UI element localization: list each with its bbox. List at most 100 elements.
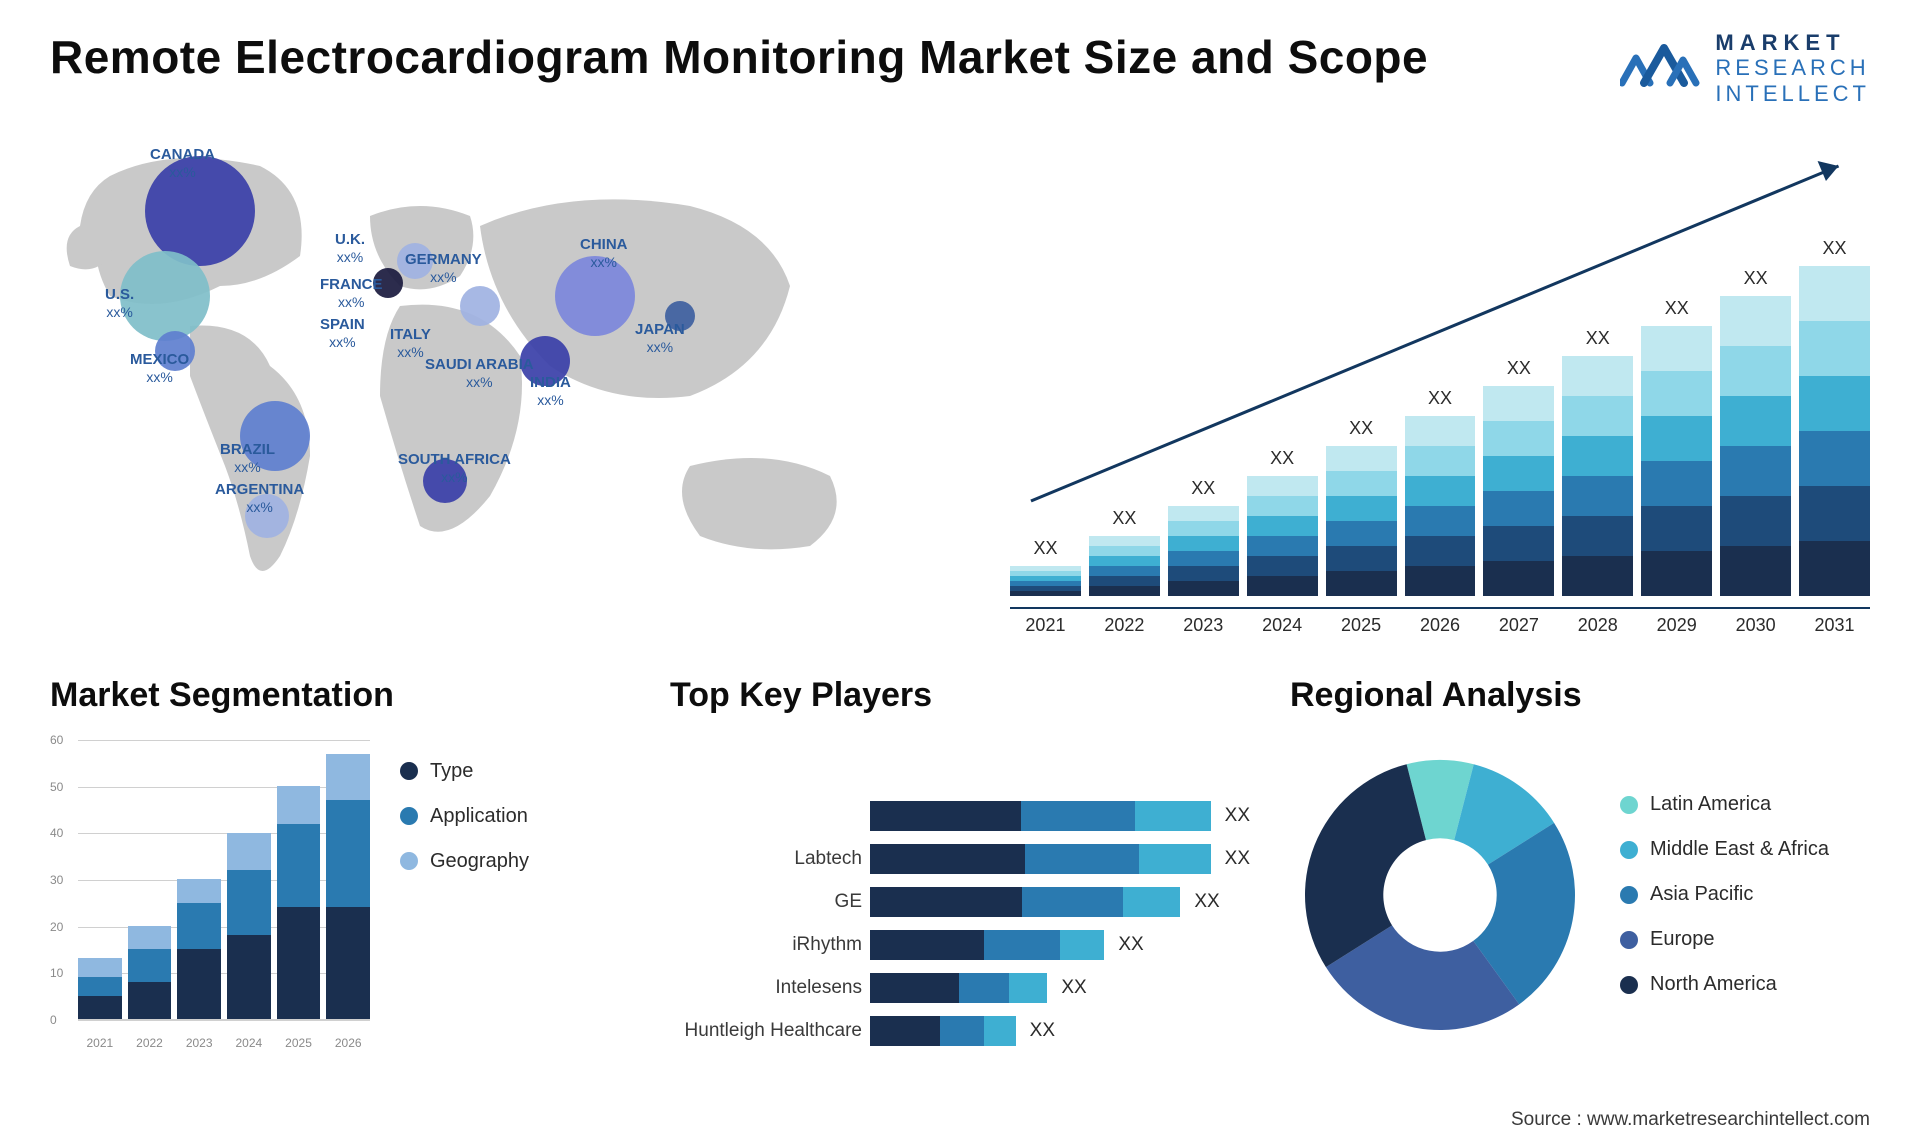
segmentation-title: Market Segmentation [50, 676, 630, 715]
segmentation-bar [177, 879, 221, 1019]
legend-item: Latin America [1620, 793, 1870, 816]
key-player-label: iRhythm [670, 930, 870, 960]
legend-item: North America [1620, 973, 1870, 996]
growth-xtick: 2022 [1089, 609, 1160, 636]
page-title: Remote Electrocardiogram Monitoring Mark… [50, 30, 1428, 84]
segmentation-xtick: 2026 [326, 1030, 370, 1050]
growth-bar-label: XX [1823, 238, 1847, 259]
key-players-labels: .LabtechGEiRhythmIntelesensHuntleigh Hea… [670, 740, 870, 1050]
growth-bar-label: XX [1428, 388, 1452, 409]
logo-text-line2: RESEARCH [1715, 55, 1870, 80]
key-players-chart: XX XX XX XX XX XX [870, 740, 1250, 1050]
growth-bar-label: XX [1270, 448, 1294, 469]
growth-bar: XX [1483, 386, 1554, 596]
growth-xtick: 2023 [1168, 609, 1239, 636]
key-player-value: XX [1225, 805, 1250, 827]
growth-bar: XX [1720, 296, 1791, 596]
legend-label: North America [1650, 973, 1777, 996]
growth-xtick: 2031 [1799, 609, 1870, 636]
key-player-row: XX [870, 973, 1250, 1003]
legend-item: Middle East & Africa [1620, 838, 1870, 861]
key-player-label: Intelesens [670, 973, 870, 1003]
donut-slice [1305, 764, 1426, 967]
map-country-label: U.S.xx% [105, 286, 134, 321]
growth-bar-label: XX [1586, 328, 1610, 349]
growth-xtick: 2027 [1483, 609, 1554, 636]
segmentation-bar [227, 833, 271, 1019]
growth-xtick: 2021 [1010, 609, 1081, 636]
legend-item: Application [400, 805, 630, 828]
segmentation-bar [326, 754, 370, 1019]
key-player-row: XX [870, 930, 1250, 960]
key-player-value: XX [1225, 848, 1250, 870]
segmentation-ytick: 10 [50, 966, 63, 980]
growth-xtick: 2029 [1641, 609, 1712, 636]
growth-bar-label: XX [1112, 508, 1136, 529]
segmentation-chart: 202120222023202420252026 0102030405060 [50, 740, 370, 1050]
segmentation-bar [78, 958, 122, 1018]
segmentation-bar [277, 786, 321, 1019]
legend-swatch-icon [1620, 841, 1638, 859]
brand-logo: MARKET RESEARCH INTELLECT [1620, 30, 1870, 106]
growth-bar: XX [1247, 476, 1318, 596]
logo-text-line3: INTELLECT [1715, 81, 1870, 106]
growth-bar-label: XX [1744, 268, 1768, 289]
growth-xtick: 2030 [1720, 609, 1791, 636]
growth-bar-label: XX [1349, 418, 1373, 439]
map-country-label: ARGENTINAxx% [215, 481, 304, 516]
key-players-panel: Top Key Players .LabtechGEiRhythmInteles… [670, 676, 1250, 1076]
legend-swatch-icon [1620, 931, 1638, 949]
key-player-value: XX [1194, 891, 1219, 913]
legend-label: Geography [430, 850, 529, 873]
key-players-title: Top Key Players [670, 676, 1250, 715]
growth-bar-label: XX [1033, 538, 1057, 559]
regional-donut-chart [1290, 745, 1590, 1045]
key-player-value: XX [1118, 934, 1143, 956]
growth-bar-label: XX [1665, 298, 1689, 319]
segmentation-panel: Market Segmentation 20212022202320242025… [50, 676, 630, 1076]
legend-item: Geography [400, 850, 630, 873]
map-country-label: FRANCExx% [320, 276, 383, 311]
regional-legend: Latin AmericaMiddle East & AfricaAsia Pa… [1620, 793, 1870, 996]
world-map-panel: CANADAxx%U.S.xx%MEXICOxx%BRAZILxx%ARGENT… [50, 136, 950, 636]
map-country-label: JAPANxx% [635, 321, 685, 356]
growth-bar: XX [1799, 266, 1870, 596]
legend-item: Type [400, 760, 630, 783]
growth-xtick: 2026 [1405, 609, 1476, 636]
logo-mark-icon [1620, 38, 1700, 98]
key-player-label: Labtech [670, 844, 870, 874]
key-player-row: XX [870, 801, 1250, 831]
regional-title: Regional Analysis [1290, 676, 1870, 715]
map-country-label: CHINAxx% [580, 236, 628, 271]
growth-chart: XXXXXXXXXXXXXXXXXXXXXX 20212022202320242… [1010, 156, 1870, 636]
segmentation-bar [128, 926, 172, 1019]
map-country-label: SPAINxx% [320, 316, 365, 351]
growth-xtick: 2028 [1562, 609, 1633, 636]
legend-label: Europe [1650, 928, 1715, 951]
segmentation-xtick: 2025 [277, 1030, 321, 1050]
segmentation-xtick: 2023 [177, 1030, 221, 1050]
key-player-value: XX [1030, 1020, 1055, 1042]
segmentation-xtick: 2024 [227, 1030, 271, 1050]
header: Remote Electrocardiogram Monitoring Mark… [50, 30, 1870, 106]
growth-bar-label: XX [1507, 358, 1531, 379]
segmentation-ytick: 20 [50, 920, 63, 934]
row-bottom: Market Segmentation 20212022202320242025… [50, 676, 1870, 1076]
growth-bar: XX [1562, 356, 1633, 596]
legend-swatch-icon [400, 762, 418, 780]
map-country-label: SOUTH AFRICAxx% [398, 451, 511, 486]
legend-item: Europe [1620, 928, 1870, 951]
legend-swatch-icon [400, 807, 418, 825]
map-country-label: GERMANYxx% [405, 251, 482, 286]
key-player-row: XX [870, 887, 1250, 917]
key-player-row: XX [870, 1016, 1250, 1046]
row-top: CANADAxx%U.S.xx%MEXICOxx%BRAZILxx%ARGENT… [50, 136, 1870, 636]
map-country-label: U.K.xx% [335, 231, 365, 266]
map-country-label: SAUDI ARABIAxx% [425, 356, 534, 391]
legend-label: Type [430, 760, 473, 783]
key-player-value: XX [1061, 977, 1086, 999]
legend-swatch-icon [400, 852, 418, 870]
legend-swatch-icon [1620, 796, 1638, 814]
growth-bar: XX [1326, 446, 1397, 596]
growth-bar-label: XX [1191, 478, 1215, 499]
